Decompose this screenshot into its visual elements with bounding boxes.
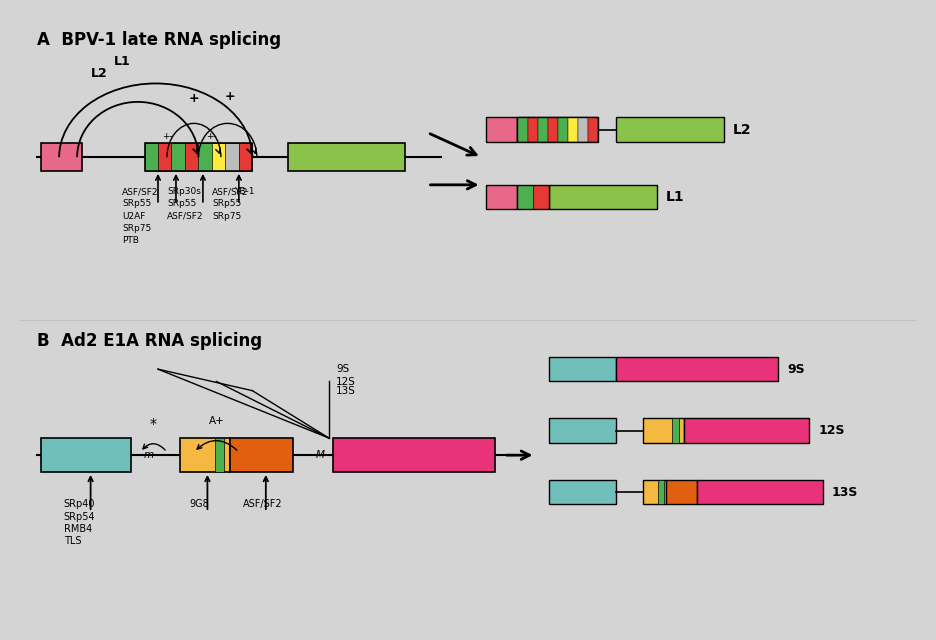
Bar [558,117,568,142]
Bar [333,438,495,472]
Text: L2: L2 [91,67,108,80]
Text: 9S: 9S [787,363,805,376]
Text: 12S: 12S [336,376,356,387]
Text: L2: L2 [733,122,752,136]
Bar [171,143,185,171]
Bar [518,185,534,209]
Text: SRp75: SRp75 [212,212,241,221]
Text: ASF/SF2: ASF/SF2 [243,499,283,509]
Bar [528,117,537,142]
Text: *: * [150,417,157,431]
Text: +: + [189,92,199,105]
Text: 13S: 13S [336,386,356,396]
Bar [616,357,778,381]
Bar [226,143,239,171]
Bar [568,117,578,142]
Text: +-: +- [207,132,217,141]
Bar [578,117,588,142]
Text: +-: +- [162,132,172,141]
Text: SRp55: SRp55 [122,199,152,209]
Bar [518,117,598,142]
Text: TLS: TLS [64,536,81,547]
Text: M: M [315,450,324,460]
Bar [212,143,226,171]
Text: RMB4: RMB4 [64,524,92,534]
Text: B  Ad2 E1A RNA splicing: B Ad2 E1A RNA splicing [37,332,262,350]
Bar [697,480,823,504]
Bar [198,143,212,171]
Text: L1: L1 [113,55,130,68]
Text: m: m [144,450,154,460]
Bar [185,143,198,171]
Text: A+: A+ [209,417,225,426]
Text: 9G8: 9G8 [189,499,210,509]
Text: ASF/SF2: ASF/SF2 [122,187,158,196]
Bar [486,185,518,209]
Bar [537,117,548,142]
Text: YB-1: YB-1 [234,187,255,196]
Bar [215,438,224,472]
Bar [665,480,697,504]
Bar [548,357,616,381]
Bar [144,143,253,171]
Text: SRp55: SRp55 [167,199,197,209]
Text: ASF/SF2: ASF/SF2 [167,212,203,221]
Text: A  BPV-1 late RNA splicing: A BPV-1 late RNA splicing [37,31,281,49]
Bar [643,480,665,504]
Bar [158,143,171,171]
Bar [486,117,518,142]
Bar [643,419,683,443]
Bar [518,117,528,142]
Text: PTB: PTB [122,236,139,245]
Text: 9S: 9S [336,364,349,374]
Text: SRp54: SRp54 [64,512,95,522]
Bar [588,117,598,142]
Bar [41,143,81,171]
Bar [288,143,405,171]
Bar [548,117,558,142]
Bar [548,419,616,443]
Text: SRp75: SRp75 [122,224,152,233]
Bar [548,480,616,504]
Bar [658,480,665,504]
Text: 13S: 13S [832,486,858,499]
Bar [616,117,724,142]
Bar [548,185,657,209]
Bar [41,438,131,472]
Text: +: + [225,90,235,103]
Text: U2AF: U2AF [122,212,145,221]
Text: SRp55: SRp55 [212,199,241,209]
Bar [683,419,810,443]
Bar [671,419,679,443]
Text: L1: L1 [665,190,684,204]
Bar [518,185,548,209]
Text: 12S: 12S [818,424,845,437]
Text: ASF/SF2: ASF/SF2 [212,187,248,196]
Text: SRp40: SRp40 [64,499,95,509]
Bar [230,438,293,472]
Bar [534,185,548,209]
Bar [239,143,253,171]
Bar [181,438,230,472]
Bar [144,143,158,171]
Text: SRp30s: SRp30s [167,187,201,196]
